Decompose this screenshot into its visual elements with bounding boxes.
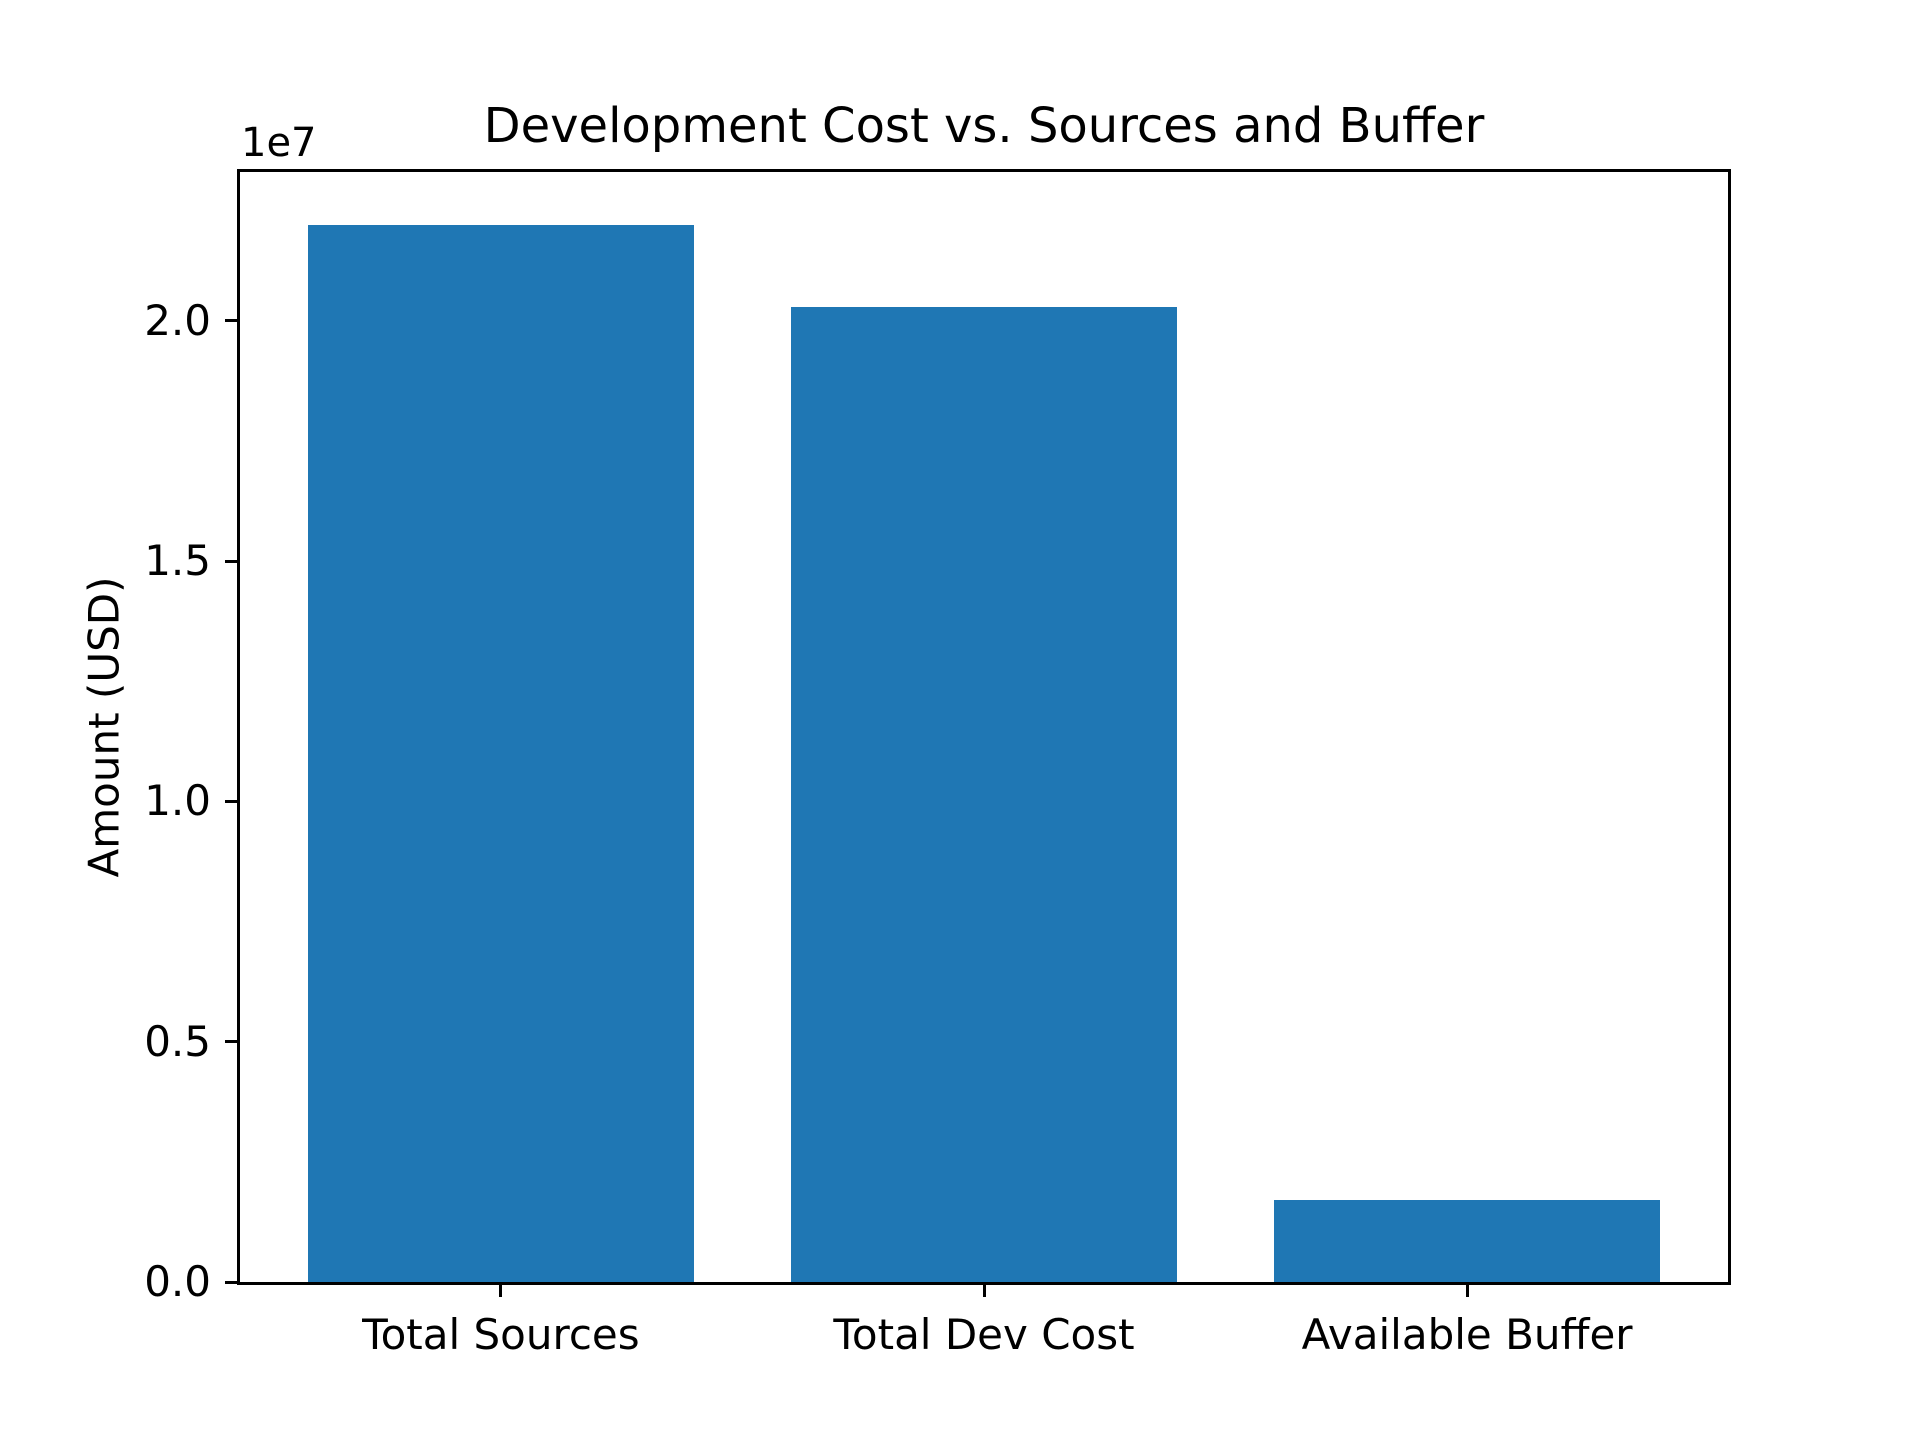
bar-total-sources: [307, 224, 695, 1282]
x-tick-label-available-buffer: Available Buffer: [1301, 1310, 1633, 1359]
x-tick-label-total-dev-cost: Total Dev Cost: [833, 1310, 1135, 1359]
x-tick-mark: [982, 1283, 986, 1297]
y-tick-label-1-0: 1.0: [144, 776, 211, 826]
y-tick-label-0-5: 0.5: [144, 1016, 211, 1066]
y-tick-mark: [225, 799, 239, 803]
x-tick-label-total-sources: Total Sources: [362, 1310, 640, 1359]
plot-area: [237, 169, 1731, 1285]
y-tick-label-2-0: 2.0: [144, 295, 211, 345]
y-tick-mark: [225, 1280, 239, 1284]
y-tick-label-0-0: 0.0: [144, 1257, 211, 1306]
chart-title: Development Cost vs. Sources and Buffer: [483, 98, 1485, 154]
y-tick-mark: [225, 319, 239, 323]
y-axis-offset-label: 1e7: [241, 120, 317, 166]
x-tick-mark: [1465, 1283, 1469, 1297]
y-axis-label: Amount (USD): [79, 576, 129, 878]
y-tick-mark: [225, 1040, 239, 1044]
y-tick-mark: [225, 559, 239, 563]
x-tick-mark: [499, 1283, 503, 1297]
bar-available-buffer: [1273, 1200, 1661, 1282]
bar-total-dev-cost: [790, 306, 1178, 1282]
y-tick-label-1-5: 1.5: [144, 536, 211, 586]
